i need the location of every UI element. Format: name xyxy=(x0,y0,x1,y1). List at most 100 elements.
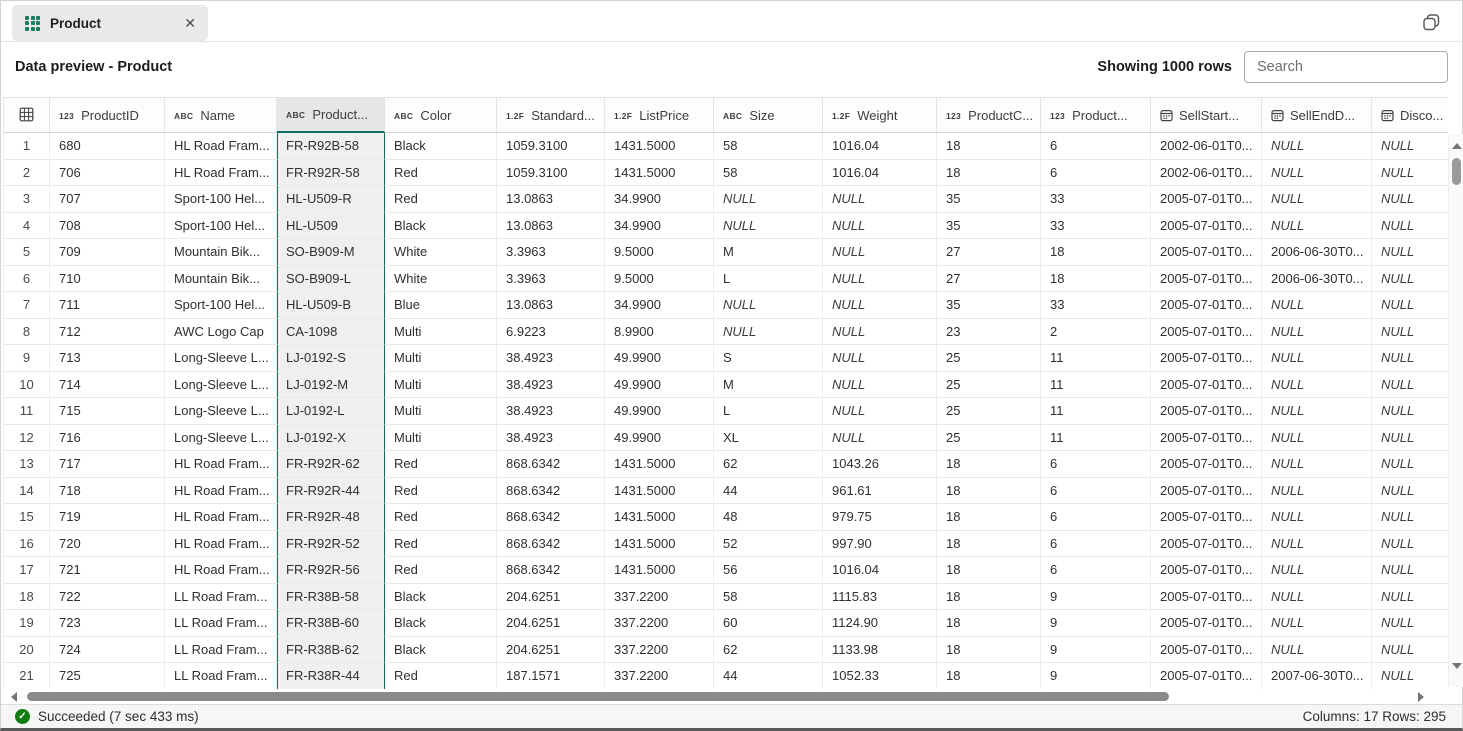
table-cell[interactable]: LL Road Fram... xyxy=(165,610,277,637)
search-input[interactable] xyxy=(1244,50,1448,83)
table-cell[interactable]: NULL xyxy=(1262,398,1372,425)
table-cell[interactable]: 27 xyxy=(937,265,1041,292)
table-cell[interactable]: 1431.5000 xyxy=(605,133,714,160)
table-cell[interactable]: 2005-07-01T0... xyxy=(1151,239,1262,266)
table-cell[interactable]: 18 xyxy=(1041,265,1151,292)
table-cell[interactable]: 2005-07-01T0... xyxy=(1151,610,1262,637)
table-cell[interactable]: 979.75 xyxy=(823,504,937,531)
table-cell[interactable]: NULL xyxy=(714,292,823,319)
table-cell[interactable]: 13.0863 xyxy=(497,186,605,213)
table-cell[interactable]: HL Road Fram... xyxy=(165,504,277,531)
table-cell[interactable]: 2005-07-01T0... xyxy=(1151,583,1262,610)
table-cell[interactable]: 187.1571 xyxy=(497,663,605,690)
table-cell[interactable]: 707 xyxy=(50,186,165,213)
table-cell[interactable]: 11 xyxy=(1041,398,1151,425)
table-cell[interactable]: HL Road Fram... xyxy=(165,530,277,557)
table-cell[interactable]: Black xyxy=(385,583,497,610)
table-cell[interactable]: 49.9900 xyxy=(605,345,714,372)
table-cell[interactable]: 6 xyxy=(1041,477,1151,504)
row-number-cell[interactable]: 21 xyxy=(3,663,50,690)
table-cell[interactable]: NULL xyxy=(1262,477,1372,504)
table-cell[interactable]: Multi xyxy=(385,345,497,372)
table-cell[interactable]: 13.0863 xyxy=(497,212,605,239)
table-cell[interactable]: Red xyxy=(385,186,497,213)
column-header[interactable]: 1.2F Weight xyxy=(823,97,937,133)
table-cell[interactable]: 2005-07-01T0... xyxy=(1151,636,1262,663)
table-cell[interactable]: 2005-07-01T0... xyxy=(1151,504,1262,531)
table-cell[interactable]: Red xyxy=(385,159,497,186)
table-cell[interactable]: 18 xyxy=(937,530,1041,557)
table-cell[interactable]: 723 xyxy=(50,610,165,637)
table-cell[interactable]: 680 xyxy=(50,133,165,160)
vertical-scroll-thumb[interactable] xyxy=(1452,158,1461,185)
column-header[interactable]: 1.2F ListPrice xyxy=(605,97,714,133)
table-cell[interactable]: NULL xyxy=(1372,477,1448,504)
table-cell[interactable]: 62 xyxy=(714,451,823,478)
table-cell[interactable]: HL Road Fram... xyxy=(165,133,277,160)
table-cell[interactable]: AWC Logo Cap xyxy=(165,318,277,345)
table-cell[interactable]: NULL xyxy=(1262,557,1372,584)
table-cell[interactable]: SO-B909-L xyxy=(277,265,385,292)
table-cell[interactable]: 1431.5000 xyxy=(605,557,714,584)
table-cell[interactable]: LJ-0192-X xyxy=(277,424,385,451)
copy-icon[interactable] xyxy=(1421,12,1442,33)
table-cell[interactable]: Mountain Bik... xyxy=(165,265,277,292)
table-cell[interactable]: 6.9223 xyxy=(497,318,605,345)
table-cell[interactable]: 1043.26 xyxy=(823,451,937,478)
table-cell[interactable]: 1059.3100 xyxy=(497,159,605,186)
table-cell[interactable]: 2005-07-01T0... xyxy=(1151,398,1262,425)
table-cell[interactable]: 709 xyxy=(50,239,165,266)
close-icon[interactable]: ✕ xyxy=(184,15,196,31)
table-cell[interactable]: 38.4923 xyxy=(497,424,605,451)
table-cell[interactable]: NULL xyxy=(714,212,823,239)
table-cell[interactable]: CA-1098 xyxy=(277,318,385,345)
table-cell[interactable]: NULL xyxy=(823,398,937,425)
table-cell[interactable]: FR-R38B-58 xyxy=(277,583,385,610)
table-cell[interactable]: 1133.98 xyxy=(823,636,937,663)
table-cell[interactable]: 27 xyxy=(937,239,1041,266)
scroll-right-arrow-icon[interactable] xyxy=(1418,692,1424,702)
table-cell[interactable]: M xyxy=(714,239,823,266)
table-cell[interactable]: 2005-07-01T0... xyxy=(1151,345,1262,372)
table-cell[interactable]: NULL xyxy=(1372,583,1448,610)
column-header[interactable]: ABC Product... xyxy=(277,97,385,133)
row-number-cell[interactable]: 18 xyxy=(3,583,50,610)
table-cell[interactable]: NULL xyxy=(1262,212,1372,239)
table-cell[interactable]: NULL xyxy=(1372,133,1448,160)
table-cell[interactable]: 52 xyxy=(714,530,823,557)
table-cell[interactable]: 2 xyxy=(1041,318,1151,345)
table-cell[interactable]: 8.9900 xyxy=(605,318,714,345)
tab-product[interactable]: Product ✕ xyxy=(12,5,208,41)
table-cell[interactable]: NULL xyxy=(823,265,937,292)
table-cell[interactable]: 715 xyxy=(50,398,165,425)
table-cell[interactable]: 712 xyxy=(50,318,165,345)
table-cell[interactable]: Long-Sleeve L... xyxy=(165,345,277,372)
table-cell[interactable]: 34.9900 xyxy=(605,186,714,213)
table-cell[interactable]: 18 xyxy=(937,477,1041,504)
table-cell[interactable]: NULL xyxy=(1262,186,1372,213)
row-number-cell[interactable]: 15 xyxy=(3,504,50,531)
table-cell[interactable]: NULL xyxy=(1372,663,1448,690)
table-cell[interactable]: NULL xyxy=(823,292,937,319)
table-cell[interactable]: 49.9900 xyxy=(605,371,714,398)
table-cell[interactable]: Blue xyxy=(385,292,497,319)
table-cell[interactable]: NULL xyxy=(1262,451,1372,478)
table-cell[interactable]: NULL xyxy=(1372,239,1448,266)
table-cell[interactable]: 961.61 xyxy=(823,477,937,504)
table-cell[interactable]: 2005-07-01T0... xyxy=(1151,265,1262,292)
table-cell[interactable]: XL xyxy=(714,424,823,451)
table-cell[interactable]: FR-R38B-60 xyxy=(277,610,385,637)
table-cell[interactable]: 722 xyxy=(50,583,165,610)
table-cell[interactable]: 9 xyxy=(1041,610,1151,637)
table-cell[interactable]: 58 xyxy=(714,159,823,186)
row-number-cell[interactable]: 13 xyxy=(3,451,50,478)
table-cell[interactable]: 49.9900 xyxy=(605,424,714,451)
table-cell[interactable]: 2005-07-01T0... xyxy=(1151,212,1262,239)
table-cell[interactable]: Multi xyxy=(385,318,497,345)
table-cell[interactable]: HL-U509-R xyxy=(277,186,385,213)
table-cell[interactable]: 337.2200 xyxy=(605,610,714,637)
table-cell[interactable]: NULL xyxy=(1262,424,1372,451)
table-cell[interactable]: Long-Sleeve L... xyxy=(165,424,277,451)
table-cell[interactable]: FR-R38B-62 xyxy=(277,636,385,663)
table-cell[interactable]: 2005-07-01T0... xyxy=(1151,186,1262,213)
